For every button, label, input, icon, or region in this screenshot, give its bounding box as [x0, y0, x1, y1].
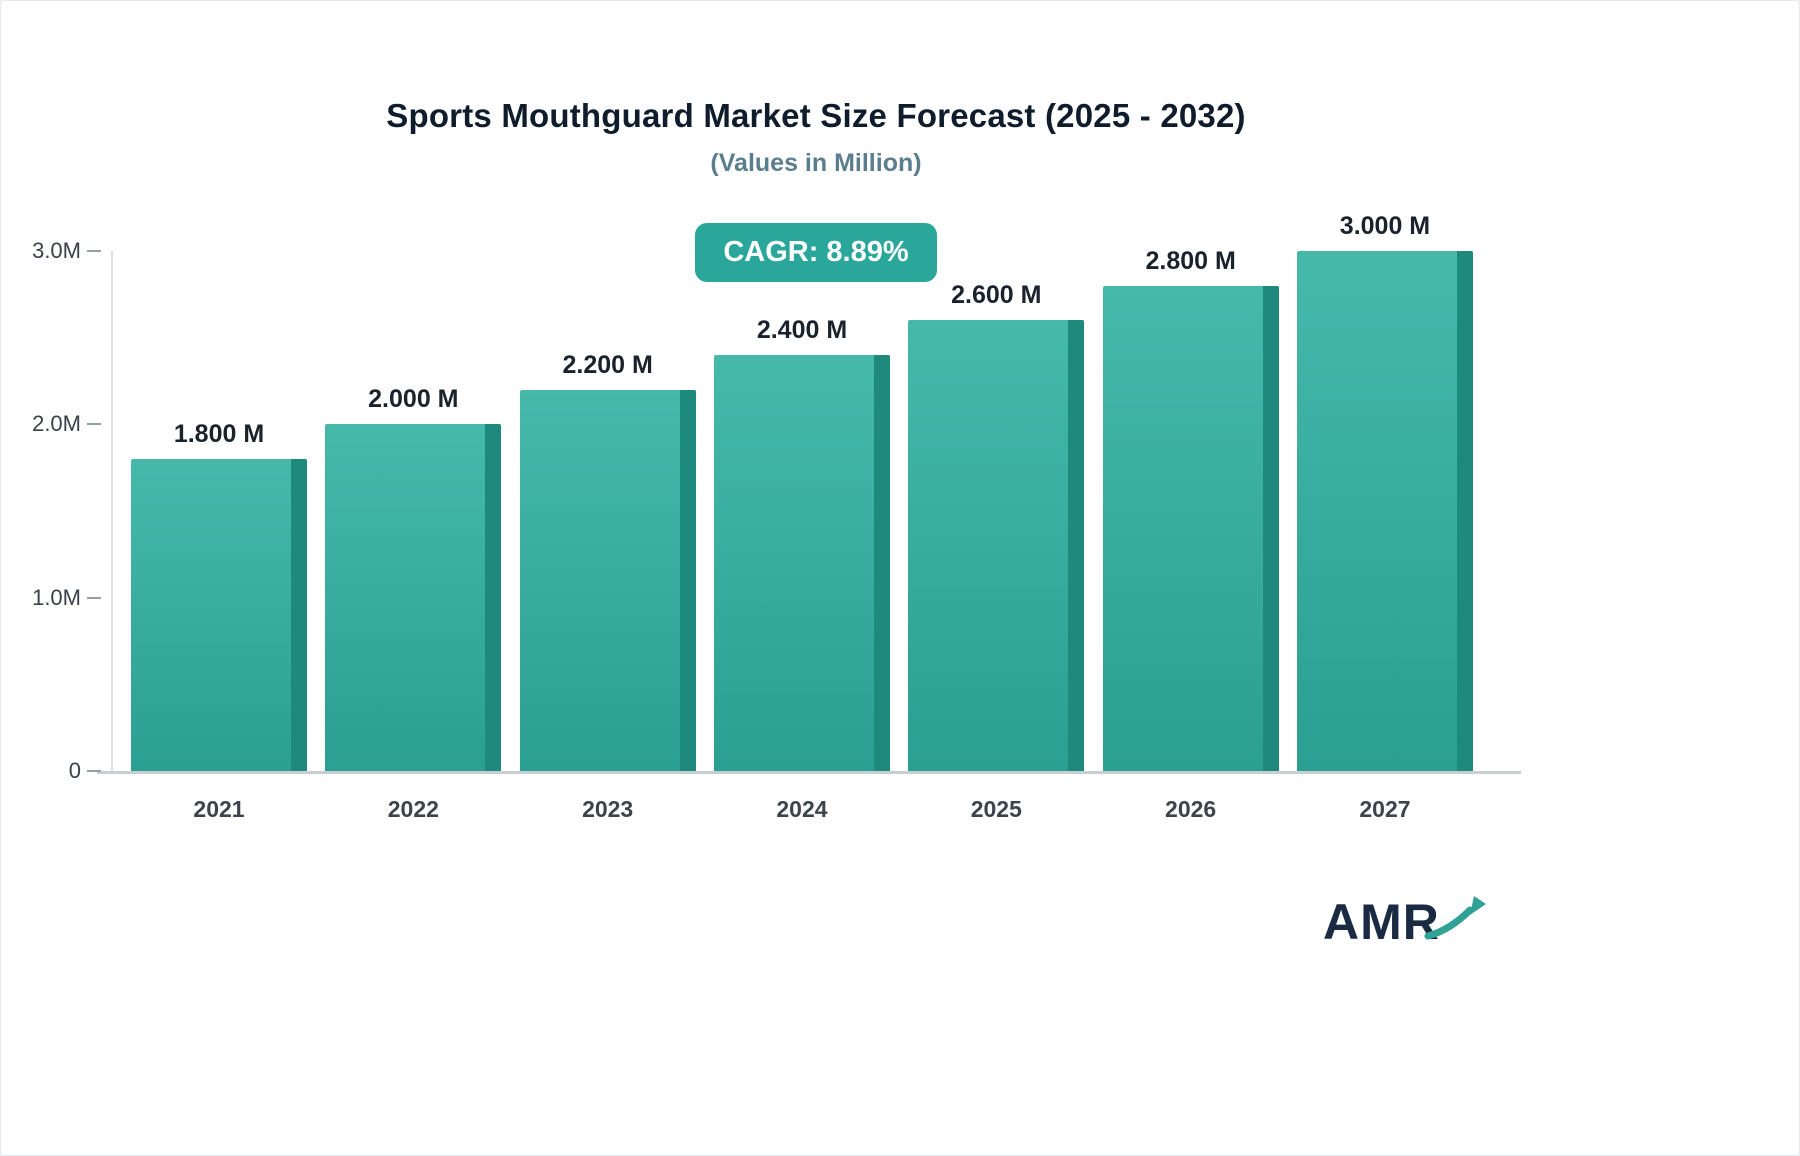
y-axis-line — [111, 251, 113, 771]
bar-3d-edge — [1456, 251, 1473, 771]
bar[interactable] — [1296, 251, 1473, 771]
bar[interactable] — [131, 459, 307, 771]
bar-group: 2.600 M 2025 — [908, 281, 1085, 822]
x-axis-label: 2022 — [387, 796, 439, 822]
amr-logo-text: AMR — [1323, 894, 1440, 950]
bar-3d-edge — [291, 459, 307, 771]
y-axis-tick-mark — [87, 250, 101, 252]
bar-group: 1.800 M 2021 — [131, 420, 307, 822]
y-axis-tick-label: 0 — [68, 758, 81, 783]
plot-area: 1.800 M 2021 2.000 M 2022 2.200 M 2023 2.400 M… — [32, 212, 1521, 822]
bar-value-label: 2.600 M — [951, 281, 1042, 310]
bar-group: 2.800 M 2026 — [1102, 246, 1279, 822]
bar-group: 2.200 M 2023 — [519, 350, 696, 822]
bar-value-label: 3.000 M — [1339, 212, 1431, 240]
growth-arrow-icon — [1424, 896, 1486, 940]
bar-value-label: 2.800 M — [1145, 246, 1236, 275]
bar-3d-edge — [873, 355, 890, 771]
y-axis-tick-label: 1.0M — [32, 584, 81, 610]
x-axis-label: 2023 — [582, 796, 634, 822]
y-axis-tick-label: 2.0M — [32, 411, 81, 437]
y-axis-tick-label: 3.0M — [32, 238, 81, 263]
y-axis-tick-mark — [87, 770, 101, 772]
bar-3d-edge — [1068, 320, 1085, 771]
bar-3d-edge — [1262, 285, 1279, 771]
x-axis-label: 2021 — [193, 796, 245, 822]
bar[interactable] — [908, 320, 1085, 771]
bar[interactable] — [713, 355, 890, 771]
bar-value-label: 1.800 M — [173, 420, 265, 448]
bar-value-label: 2.200 M — [562, 350, 653, 379]
chart-title: Sports Mouthguard Market Size Forecast (… — [386, 97, 1246, 134]
bar-group: 2.400 M 2024 — [713, 316, 890, 822]
cagr-badge-wrap: CAGR: 8.89% — [1, 223, 1631, 282]
cagr-badge: CAGR: 8.89% — [695, 223, 937, 282]
bar[interactable] — [325, 424, 502, 771]
amr-logo: AMR — [1323, 893, 1486, 951]
bar-group: 2.000 M 2022 — [325, 385, 502, 822]
y-axis-tick-mark — [87, 596, 101, 599]
x-axis-label: 2026 — [1165, 796, 1217, 822]
bar-value-label: 2.000 M — [368, 385, 459, 414]
bar-3d-edge — [485, 424, 502, 771]
bar[interactable] — [519, 389, 696, 771]
x-axis-line — [97, 771, 1521, 774]
bar-value-label: 2.400 M — [756, 316, 848, 344]
bar-3d-edge — [679, 389, 696, 771]
x-axis-label: 2027 — [1359, 796, 1411, 822]
bars-row: 1.800 M 2021 2.000 M 2022 2.200 M 2023 2.400 M… — [131, 212, 1473, 822]
bar-group: 3.000 M 2027 — [1296, 212, 1473, 822]
x-axis-label: 2025 — [970, 796, 1022, 822]
bar[interactable] — [1102, 285, 1279, 771]
y-axis-tick-mark — [87, 423, 101, 426]
x-axis-label: 2024 — [776, 796, 828, 822]
chart-subtitle: (Values in Million) — [710, 149, 922, 177]
